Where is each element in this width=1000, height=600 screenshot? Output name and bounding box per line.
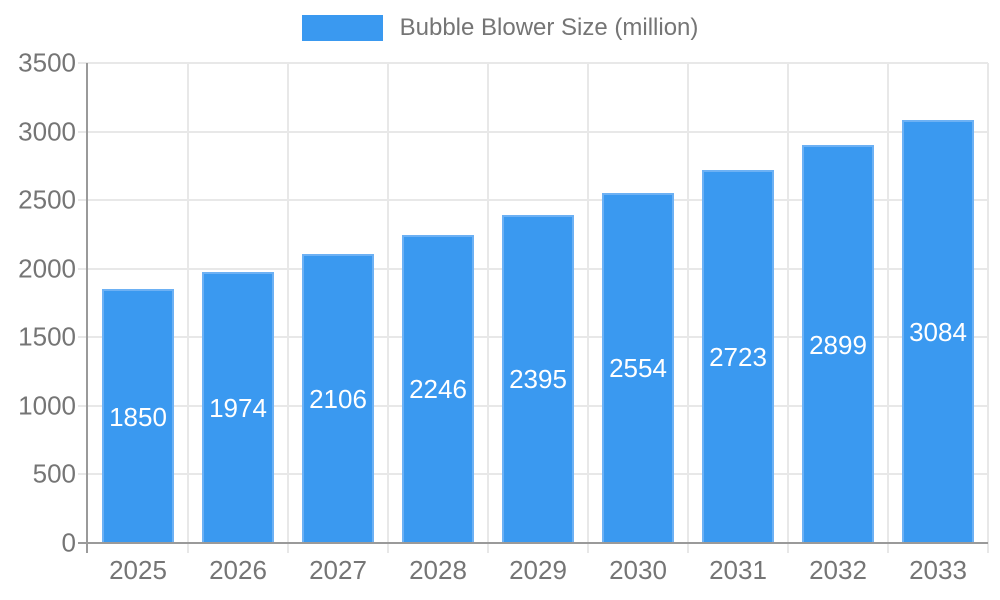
bar-value-label: 2246	[409, 374, 467, 405]
y-axis-tick-label: 3000	[18, 116, 76, 147]
bar-value-label: 2395	[509, 364, 567, 395]
bar-2030[interactable]: 2554	[602, 192, 674, 543]
legend-label: Bubble Blower Size (million)	[399, 14, 699, 41]
x-axis-zero-line	[78, 542, 988, 544]
y-axis-tick-label: 0	[61, 527, 76, 558]
bar-value-label: 1974	[209, 393, 267, 424]
bar-value-label: 2899	[809, 329, 867, 360]
y-tick	[78, 473, 88, 476]
x-tick	[987, 543, 989, 553]
h-gridline	[88, 199, 988, 202]
h-gridline	[88, 62, 988, 64]
x-axis-tick-label: 2029	[509, 555, 567, 585]
x-axis-tick-label: 2032	[809, 555, 867, 585]
legend: Bubble Blower Size (million)	[0, 14, 1000, 42]
bar-value-label: 3084	[909, 317, 967, 348]
category-cell: 2899	[788, 63, 888, 543]
v-gridline	[687, 63, 689, 543]
x-axis-tick-label: 2027	[309, 555, 367, 585]
bar-2027[interactable]: 2106	[302, 254, 374, 543]
bar-2026[interactable]: 1974	[202, 272, 274, 543]
x-axis-tick-label: 2025	[109, 555, 167, 585]
x-tick	[687, 543, 689, 553]
bar-value-label: 2554	[609, 353, 667, 384]
y-axis-line	[86, 63, 88, 553]
x-axis-tick-label: 2030	[609, 555, 667, 585]
v-gridline	[787, 63, 789, 543]
x-tick	[287, 543, 289, 553]
v-gridline	[587, 63, 589, 543]
y-axis-tick-label: 500	[32, 458, 76, 489]
x-axis-tick-label: 2026	[209, 555, 267, 585]
bar-2031[interactable]: 2723	[702, 169, 774, 543]
category-cell: 2246	[388, 63, 488, 543]
x-tick	[487, 543, 489, 553]
x-axis-tick-label: 2028	[409, 555, 467, 585]
category-cell: 1974	[188, 63, 288, 543]
legend-item[interactable]: Bubble Blower Size (million)	[301, 14, 699, 42]
x-tick	[187, 543, 189, 553]
y-axis-tick-label: 1500	[18, 321, 76, 352]
y-axis-tick-label: 1000	[18, 390, 76, 421]
plot-area: 1850 1974 2106 2246 2395 2554 2723 2899 3084	[78, 62, 989, 553]
y-axis-tick-label: 2000	[18, 253, 76, 284]
y-tick	[78, 199, 88, 202]
y-axis-tick-label: 3500	[18, 47, 76, 78]
y-tick	[78, 130, 88, 133]
bar-value-label: 1850	[109, 401, 167, 432]
h-gridline	[88, 130, 988, 133]
x-tick	[787, 543, 789, 553]
bars-row: 1850 1974 2106 2246 2395 2554 2723 2899 3084	[88, 63, 988, 543]
bar-value-label: 2723	[709, 341, 767, 372]
v-gridline	[987, 63, 989, 543]
category-cell: 2106	[288, 63, 388, 543]
bar-2029[interactable]: 2395	[502, 214, 574, 543]
bar-2025[interactable]: 1850	[102, 289, 174, 543]
bar-2028[interactable]: 2246	[402, 234, 474, 543]
y-tick	[78, 336, 88, 339]
y-tick	[78, 62, 88, 64]
y-axis-tick-label: 2500	[18, 184, 76, 215]
y-tick	[78, 404, 88, 407]
v-gridline	[387, 63, 389, 543]
x-axis-tick-label: 2033	[909, 555, 967, 585]
category-cell: 2554	[588, 63, 688, 543]
x-axis-tick-label: 2031	[709, 555, 767, 585]
bar-2032[interactable]: 2899	[802, 145, 874, 543]
v-gridline	[487, 63, 489, 543]
v-gridline	[187, 63, 189, 543]
v-gridline	[887, 63, 889, 543]
y-tick	[78, 267, 88, 270]
v-gridline	[287, 63, 289, 543]
x-tick	[587, 543, 589, 553]
category-cell: 3084	[888, 63, 988, 543]
bar-value-label: 2106	[309, 384, 367, 415]
category-cell: 1850	[88, 63, 188, 543]
x-tick	[887, 543, 889, 553]
legend-swatch-icon	[301, 15, 383, 41]
x-tick	[387, 543, 389, 553]
category-cell: 2395	[488, 63, 588, 543]
category-cell: 2723	[688, 63, 788, 543]
bar-2033[interactable]: 3084	[902, 120, 974, 543]
